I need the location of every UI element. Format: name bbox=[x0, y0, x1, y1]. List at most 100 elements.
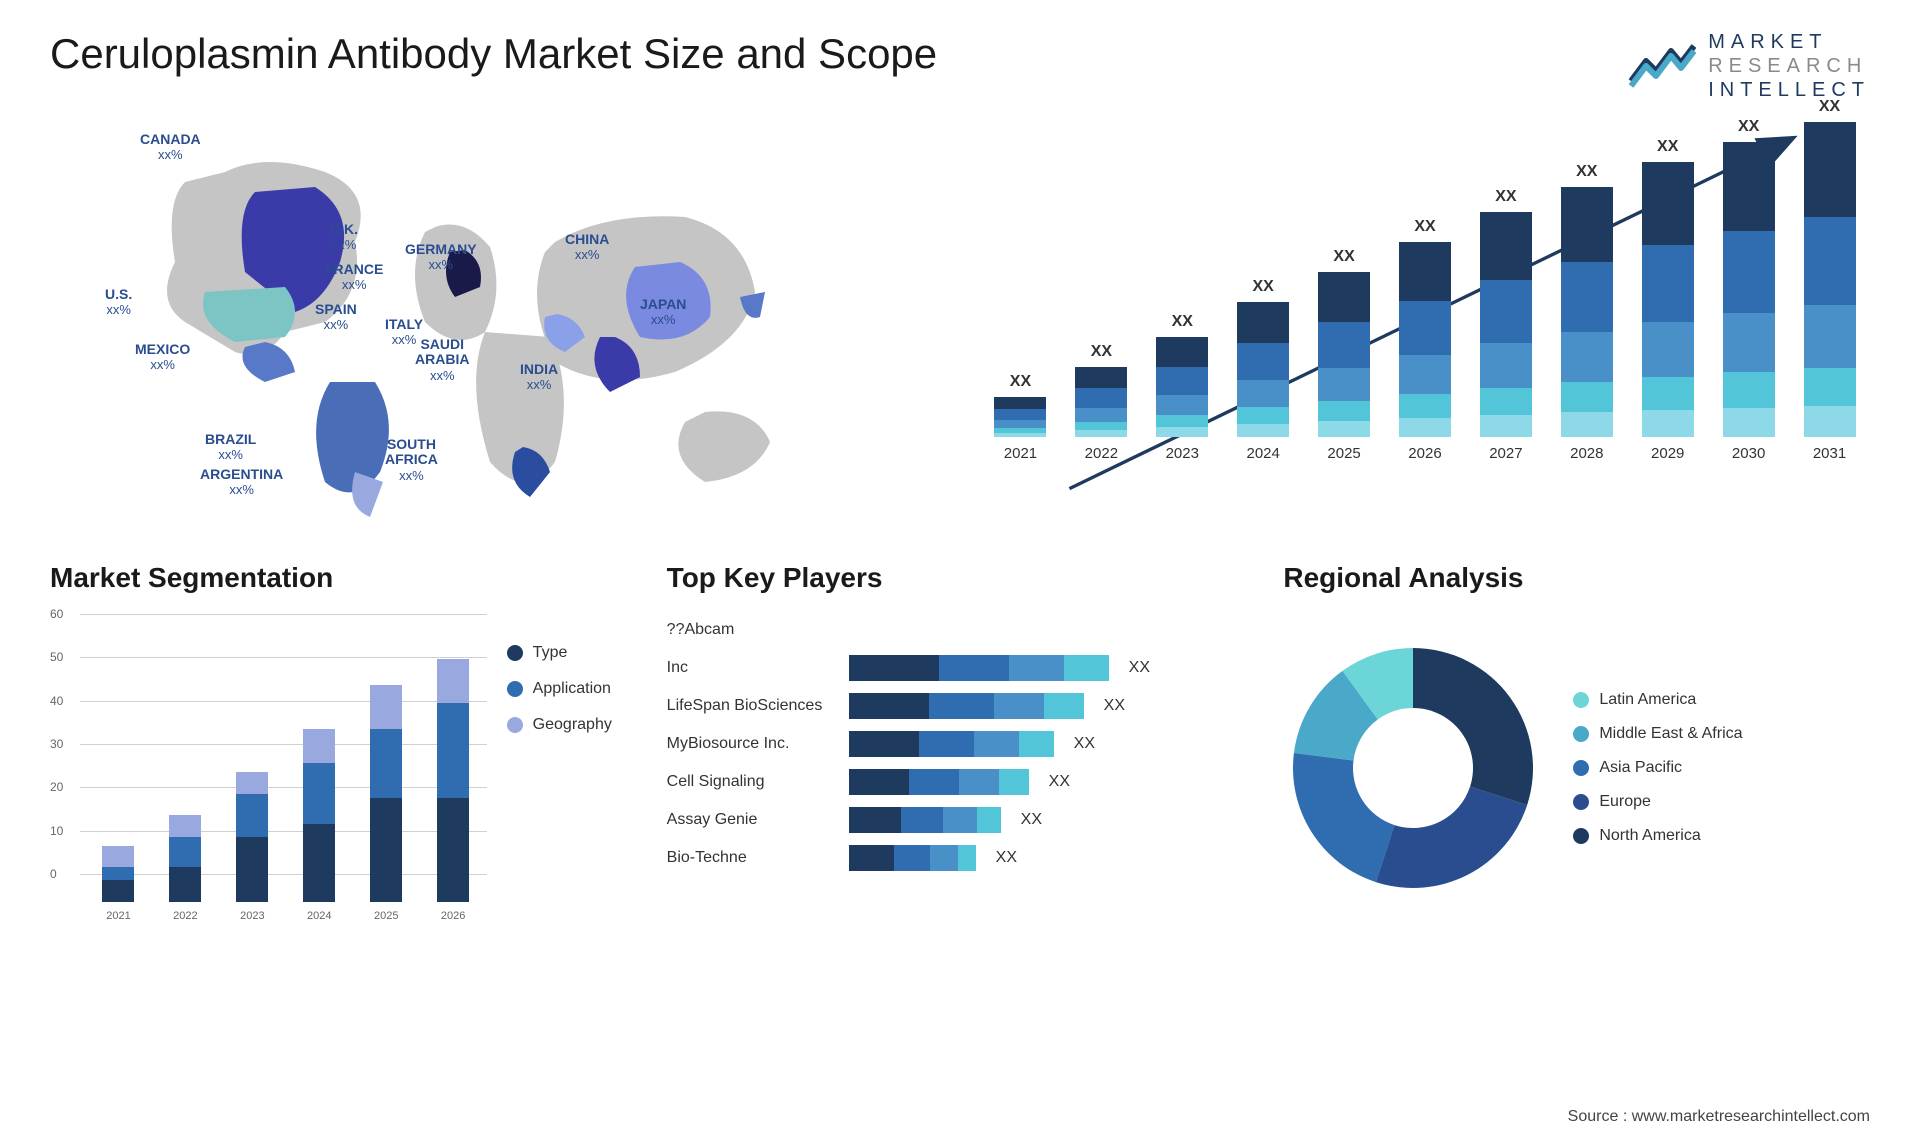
player-name: MyBiosource Inc. bbox=[667, 735, 837, 753]
top-row: CANADAxx%U.S.xx%MEXICOxx%BRAZILxx%ARGENT… bbox=[50, 122, 1870, 522]
player-row: Cell Signaling XX bbox=[667, 766, 1254, 798]
bar-value-label: XX bbox=[1091, 343, 1112, 361]
map-label: U.K.xx% bbox=[330, 222, 358, 253]
players-panel: Top Key Players ??AbcamIncXXLifeSpan Bio… bbox=[667, 562, 1254, 922]
bar-value-label: XX bbox=[1495, 188, 1516, 206]
map-label: JAPANxx% bbox=[640, 297, 686, 328]
bar-value-label: XX bbox=[1333, 248, 1354, 266]
logo-line1: MARKET bbox=[1708, 30, 1870, 54]
donut-slice bbox=[1413, 648, 1533, 805]
bar-year-label: 2024 bbox=[1246, 445, 1279, 462]
player-bar bbox=[849, 693, 1084, 719]
player-name: ??Abcam bbox=[667, 621, 837, 639]
map-label: ARGENTINAxx% bbox=[200, 467, 283, 498]
player-bar bbox=[849, 731, 1054, 757]
donut-slice bbox=[1376, 787, 1527, 888]
world-map: CANADAxx%U.S.xx%MEXICOxx%BRAZILxx%ARGENT… bbox=[50, 122, 940, 522]
seg-ytick: 40 bbox=[50, 694, 63, 708]
player-value: XX bbox=[1049, 773, 1070, 791]
legend-item: Middle East & Africa bbox=[1573, 725, 1742, 743]
map-label: BRAZILxx% bbox=[205, 432, 256, 463]
map-label: U.S.xx% bbox=[105, 287, 132, 318]
bar-column: XX 2027 bbox=[1480, 188, 1532, 462]
seg-ytick: 10 bbox=[50, 824, 63, 838]
player-bar bbox=[849, 845, 976, 871]
logo: MARKET RESEARCH INTELLECT bbox=[1626, 30, 1870, 102]
player-name: LifeSpan BioSciences bbox=[667, 697, 837, 715]
regional-legend: Latin AmericaMiddle East & AfricaAsia Pa… bbox=[1573, 691, 1742, 845]
segmentation-title: Market Segmentation bbox=[50, 562, 637, 594]
source-text: Source : www.marketresearchintellect.com bbox=[1568, 1108, 1870, 1126]
map-label: SPAINxx% bbox=[315, 302, 357, 333]
header: Ceruloplasmin Antibody Market Size and S… bbox=[50, 30, 1870, 102]
bar-column: XX 2028 bbox=[1561, 163, 1613, 462]
seg-bar bbox=[169, 815, 201, 902]
players-list: ??AbcamIncXXLifeSpan BioSciencesXXMyBios… bbox=[667, 614, 1254, 922]
bar-value-label: XX bbox=[1253, 278, 1274, 296]
legend-item: Geography bbox=[507, 716, 637, 734]
main-bar-chart: XX2021 XX 2022 XX 2023 XX 2024 XX 2025 XX 2026 XX 20… bbox=[980, 122, 1870, 522]
bar-column: XX2031 bbox=[1804, 98, 1856, 462]
bar-value-label: XX bbox=[1657, 138, 1678, 156]
bar-column: XX 2022 bbox=[1075, 343, 1127, 462]
player-name: Assay Genie bbox=[667, 811, 837, 829]
seg-xlabel: 2024 bbox=[303, 910, 335, 922]
seg-bar bbox=[102, 846, 134, 902]
segmentation-legend: TypeApplicationGeography bbox=[507, 614, 637, 922]
player-row: LifeSpan BioSciences XX bbox=[667, 690, 1254, 722]
seg-xlabel: 2026 bbox=[437, 910, 469, 922]
segmentation-chart: 0102030405060202120222023202420252026 bbox=[50, 614, 487, 922]
bar-value-label: XX bbox=[1576, 163, 1597, 181]
bar-year-label: 2022 bbox=[1085, 445, 1118, 462]
map-label: GERMANYxx% bbox=[405, 242, 477, 273]
map-label: INDIAxx% bbox=[520, 362, 558, 393]
bar-column: XX2030 bbox=[1723, 118, 1775, 462]
seg-xlabel: 2023 bbox=[236, 910, 268, 922]
player-row: MyBiosource Inc. XX bbox=[667, 728, 1254, 760]
player-row: Bio-Techne XX bbox=[667, 842, 1254, 874]
legend-item: Europe bbox=[1573, 793, 1742, 811]
map-svg bbox=[50, 122, 940, 522]
player-name: Bio-Techne bbox=[667, 849, 837, 867]
bar-year-label: 2028 bbox=[1570, 445, 1603, 462]
player-value: XX bbox=[996, 849, 1017, 867]
seg-xlabel: 2025 bbox=[370, 910, 402, 922]
page-title: Ceruloplasmin Antibody Market Size and S… bbox=[50, 30, 937, 78]
player-row: ??Abcam bbox=[667, 614, 1254, 646]
seg-xlabel: 2021 bbox=[102, 910, 134, 922]
bar-year-label: 2030 bbox=[1732, 445, 1765, 462]
seg-bar bbox=[437, 659, 469, 902]
bar-year-label: 2025 bbox=[1327, 445, 1360, 462]
map-label: CHINAxx% bbox=[565, 232, 609, 263]
logo-line2: RESEARCH bbox=[1708, 54, 1870, 78]
map-label: FRANCExx% bbox=[325, 262, 383, 293]
player-value: XX bbox=[1104, 697, 1125, 715]
player-bar bbox=[849, 769, 1029, 795]
bar-column: XX 2026 bbox=[1399, 218, 1451, 462]
seg-bar bbox=[303, 729, 335, 902]
legend-item: North America bbox=[1573, 827, 1742, 845]
bar-column: XX 2024 bbox=[1237, 278, 1289, 462]
map-label: CANADAxx% bbox=[140, 132, 201, 163]
map-label: SAUDIARABIAxx% bbox=[415, 337, 469, 383]
player-bar bbox=[849, 807, 1001, 833]
player-name: Cell Signaling bbox=[667, 773, 837, 791]
logo-icon bbox=[1626, 41, 1696, 91]
player-value: XX bbox=[1074, 735, 1095, 753]
bar-year-label: 2023 bbox=[1166, 445, 1199, 462]
player-value: XX bbox=[1129, 659, 1150, 677]
player-row: Assay GenieXX bbox=[667, 804, 1254, 836]
bar-value-label: XX bbox=[1414, 218, 1435, 236]
bar-year-label: 2026 bbox=[1408, 445, 1441, 462]
seg-xlabel: 2022 bbox=[169, 910, 201, 922]
bar-year-label: 2031 bbox=[1813, 445, 1846, 462]
player-bar bbox=[849, 655, 1109, 681]
player-row: IncXX bbox=[667, 652, 1254, 684]
legend-item: Type bbox=[507, 644, 637, 662]
bar-year-label: 2027 bbox=[1489, 445, 1522, 462]
bar-value-label: XX bbox=[1172, 313, 1193, 331]
bar-column: XX 2029 bbox=[1642, 138, 1694, 462]
regional-panel: Regional Analysis Latin AmericaMiddle Ea… bbox=[1283, 562, 1870, 922]
bar-year-label: 2029 bbox=[1651, 445, 1684, 462]
bar-column: XX2021 bbox=[994, 373, 1046, 462]
